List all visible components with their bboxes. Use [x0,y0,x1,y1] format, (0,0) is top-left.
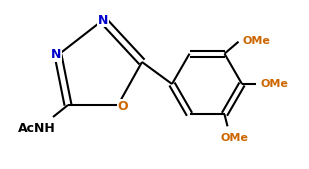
Text: N: N [98,14,108,27]
Text: OMe: OMe [221,133,248,143]
Text: O: O [118,100,128,113]
Text: OMe: OMe [243,36,270,46]
Text: N: N [51,49,61,62]
Text: AcNH: AcNH [18,123,56,136]
Text: OMe: OMe [260,79,288,89]
